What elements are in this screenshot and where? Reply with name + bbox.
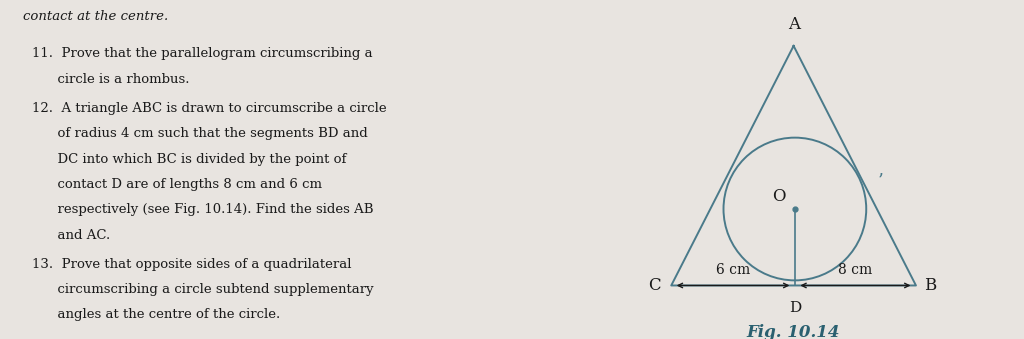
Text: 12.  A triangle ABC is drawn to circumscribe a circle: 12. A triangle ABC is drawn to circumscr… bbox=[32, 102, 387, 115]
Text: of radius 4 cm such that the segments BD and: of radius 4 cm such that the segments BD… bbox=[32, 127, 368, 140]
Text: A: A bbox=[787, 16, 800, 33]
Text: D: D bbox=[788, 301, 801, 315]
Text: B: B bbox=[924, 277, 936, 294]
Text: contact D are of lengths 8 cm and 6 cm: contact D are of lengths 8 cm and 6 cm bbox=[32, 178, 323, 191]
Text: 6 cm: 6 cm bbox=[716, 262, 751, 277]
Text: respectively (see Fig. 10.14). Find the sides AB: respectively (see Fig. 10.14). Find the … bbox=[32, 203, 374, 216]
Text: angles at the centre of the circle.: angles at the centre of the circle. bbox=[32, 308, 281, 321]
Text: and AC.: and AC. bbox=[32, 229, 111, 242]
Text: DC into which BC is divided by the point of: DC into which BC is divided by the point… bbox=[32, 153, 346, 165]
Text: circumscribing a circle subtend supplementary: circumscribing a circle subtend suppleme… bbox=[32, 283, 374, 296]
Text: ’: ’ bbox=[878, 172, 883, 190]
Text: contact at the centre.: contact at the centre. bbox=[24, 10, 169, 23]
Text: circle is a rhombus.: circle is a rhombus. bbox=[32, 73, 189, 86]
Text: 8 cm: 8 cm bbox=[839, 262, 872, 277]
Text: C: C bbox=[648, 277, 662, 294]
Text: Fig. 10.14: Fig. 10.14 bbox=[746, 324, 841, 339]
Text: O: O bbox=[772, 188, 786, 205]
Text: 13.  Prove that opposite sides of a quadrilateral: 13. Prove that opposite sides of a quadr… bbox=[32, 258, 351, 271]
Text: 11.  Prove that the parallelogram circumscribing a: 11. Prove that the parallelogram circums… bbox=[32, 47, 373, 60]
